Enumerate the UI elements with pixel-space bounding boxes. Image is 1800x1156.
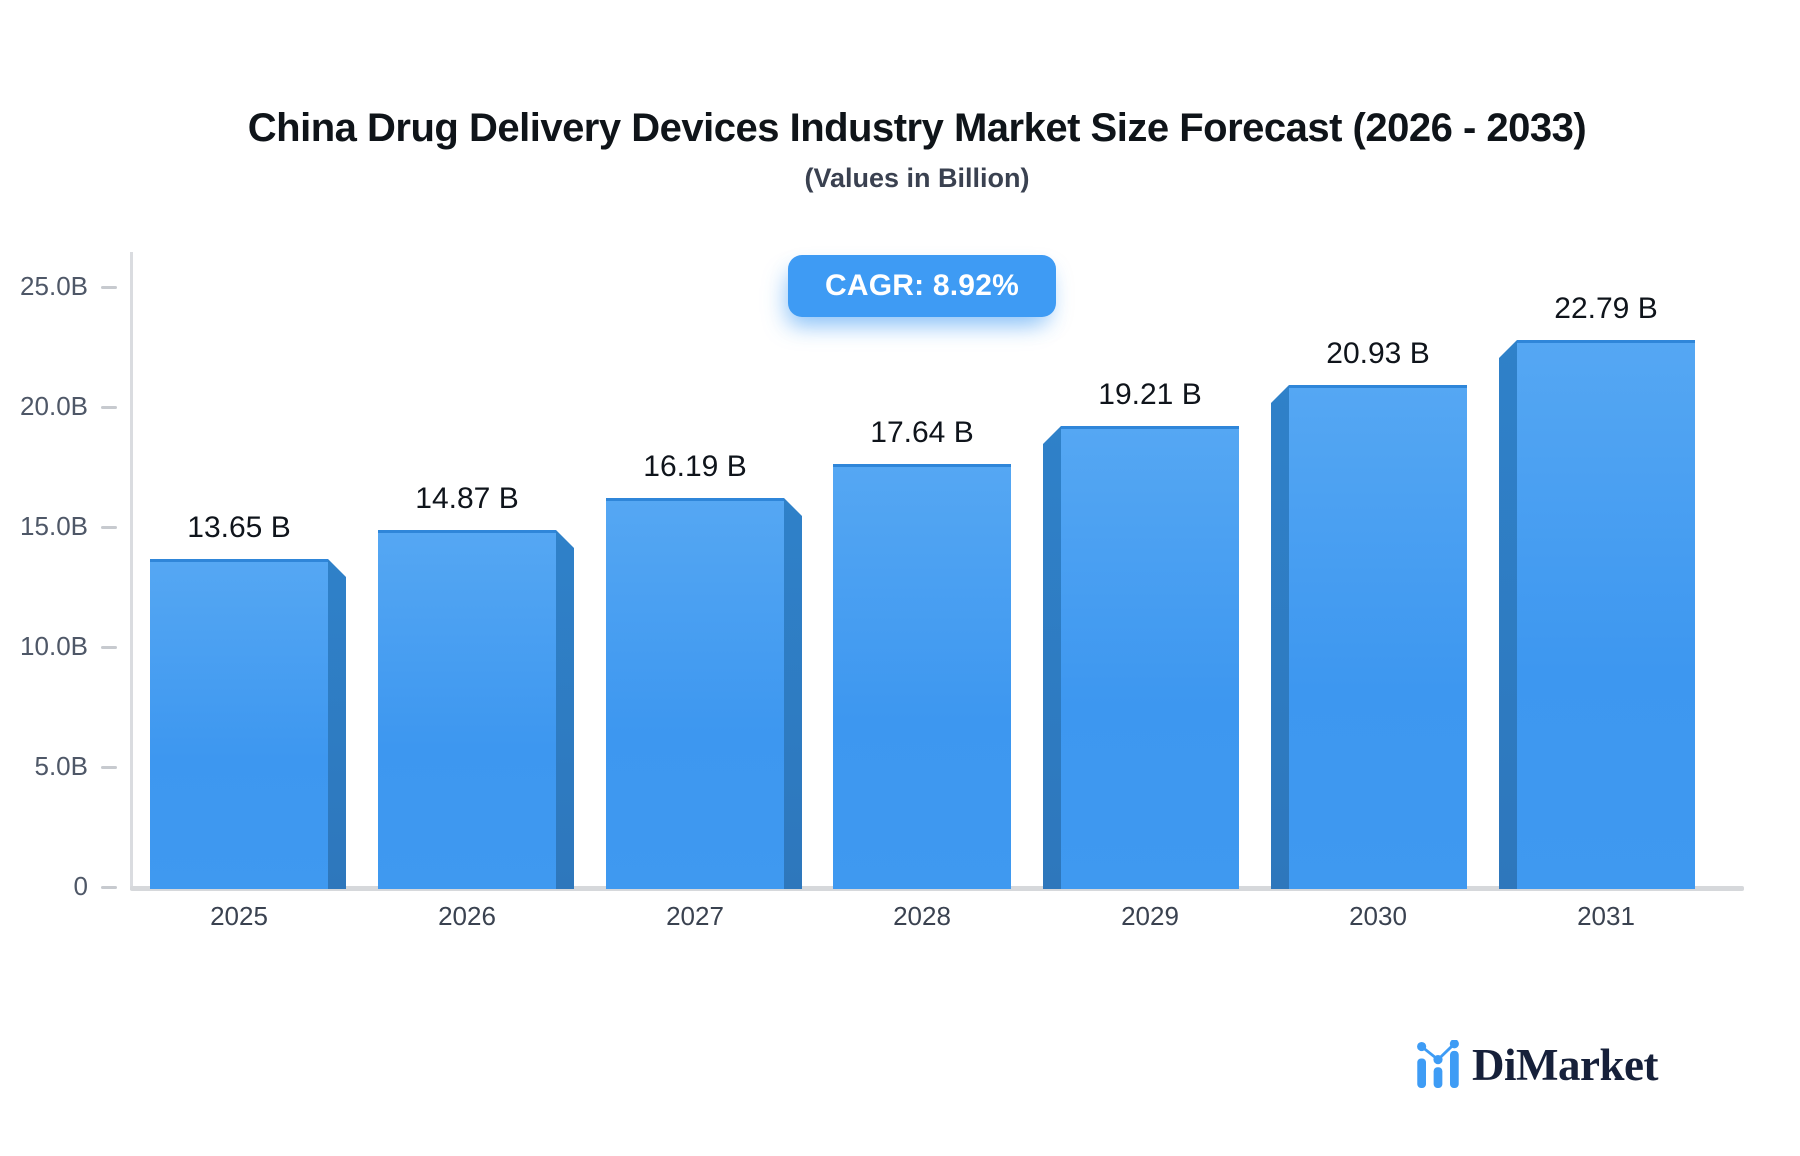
bar-value-label: 17.64 B bbox=[870, 416, 974, 449]
x-axis-label: 2026 bbox=[438, 901, 496, 931]
x-axis-label: 2030 bbox=[1349, 901, 1407, 931]
bar bbox=[1517, 340, 1695, 889]
y-axis-tick-mark bbox=[101, 766, 117, 769]
bar-value-label: 20.93 B bbox=[1326, 337, 1430, 370]
y-axis-tick-label: 20.0B bbox=[20, 391, 88, 421]
y-axis bbox=[130, 252, 133, 890]
bar bbox=[378, 530, 556, 889]
chart-subtitle: (Values in Billion) bbox=[804, 163, 1030, 193]
bar bbox=[1061, 426, 1239, 889]
brand-logo-text: DiMarket bbox=[1472, 1040, 1658, 1090]
bar bbox=[150, 559, 328, 889]
bar-side-panel bbox=[328, 559, 346, 889]
bar-side-panel bbox=[556, 530, 574, 889]
y-axis-tick-label: 25.0B bbox=[20, 271, 88, 301]
x-axis-label: 2031 bbox=[1577, 901, 1635, 931]
bar-side-panel bbox=[1499, 340, 1517, 889]
y-axis-tick-mark bbox=[101, 886, 117, 889]
x-axis-label: 2028 bbox=[893, 901, 951, 931]
x-axis-label: 2029 bbox=[1121, 901, 1179, 931]
cagr-badge-label: CAGR: 8.92% bbox=[825, 269, 1019, 302]
bar-side-panel bbox=[784, 498, 802, 889]
cagr-badge: CAGR: 8.92% bbox=[788, 255, 1056, 317]
y-axis-tick-mark bbox=[101, 526, 117, 529]
bar-value-label: 19.21 B bbox=[1098, 378, 1202, 411]
y-axis-tick-mark bbox=[101, 406, 117, 409]
y-axis-tick-label: 0 bbox=[73, 871, 88, 901]
bar-value-label: 14.87 B bbox=[415, 482, 519, 515]
x-axis-label: 2027 bbox=[666, 901, 724, 931]
brand-logo: DiMarket bbox=[1416, 1040, 1658, 1088]
bar bbox=[833, 464, 1011, 889]
bar bbox=[606, 498, 784, 889]
y-axis-tick-mark bbox=[101, 646, 117, 649]
bar-chart-logo-icon bbox=[1417, 1040, 1459, 1088]
y-axis-tick-mark bbox=[101, 286, 117, 289]
bar-value-label: 22.79 B bbox=[1554, 292, 1658, 325]
y-axis-tick-label: 15.0B bbox=[20, 511, 88, 541]
y-axis-tick-label: 10.0B bbox=[20, 631, 88, 661]
bar-value-label: 16.19 B bbox=[643, 450, 747, 483]
y-axis-tick-label: 5.0B bbox=[34, 751, 89, 781]
bar bbox=[1289, 385, 1467, 889]
bar-side-panel bbox=[1043, 426, 1061, 889]
bar-value-label: 13.65 B bbox=[187, 511, 291, 544]
x-axis-label: 2025 bbox=[210, 901, 268, 931]
bar-side-panel bbox=[1271, 385, 1289, 889]
chart-title: China Drug Delivery Devices Industry Mar… bbox=[247, 106, 1587, 150]
